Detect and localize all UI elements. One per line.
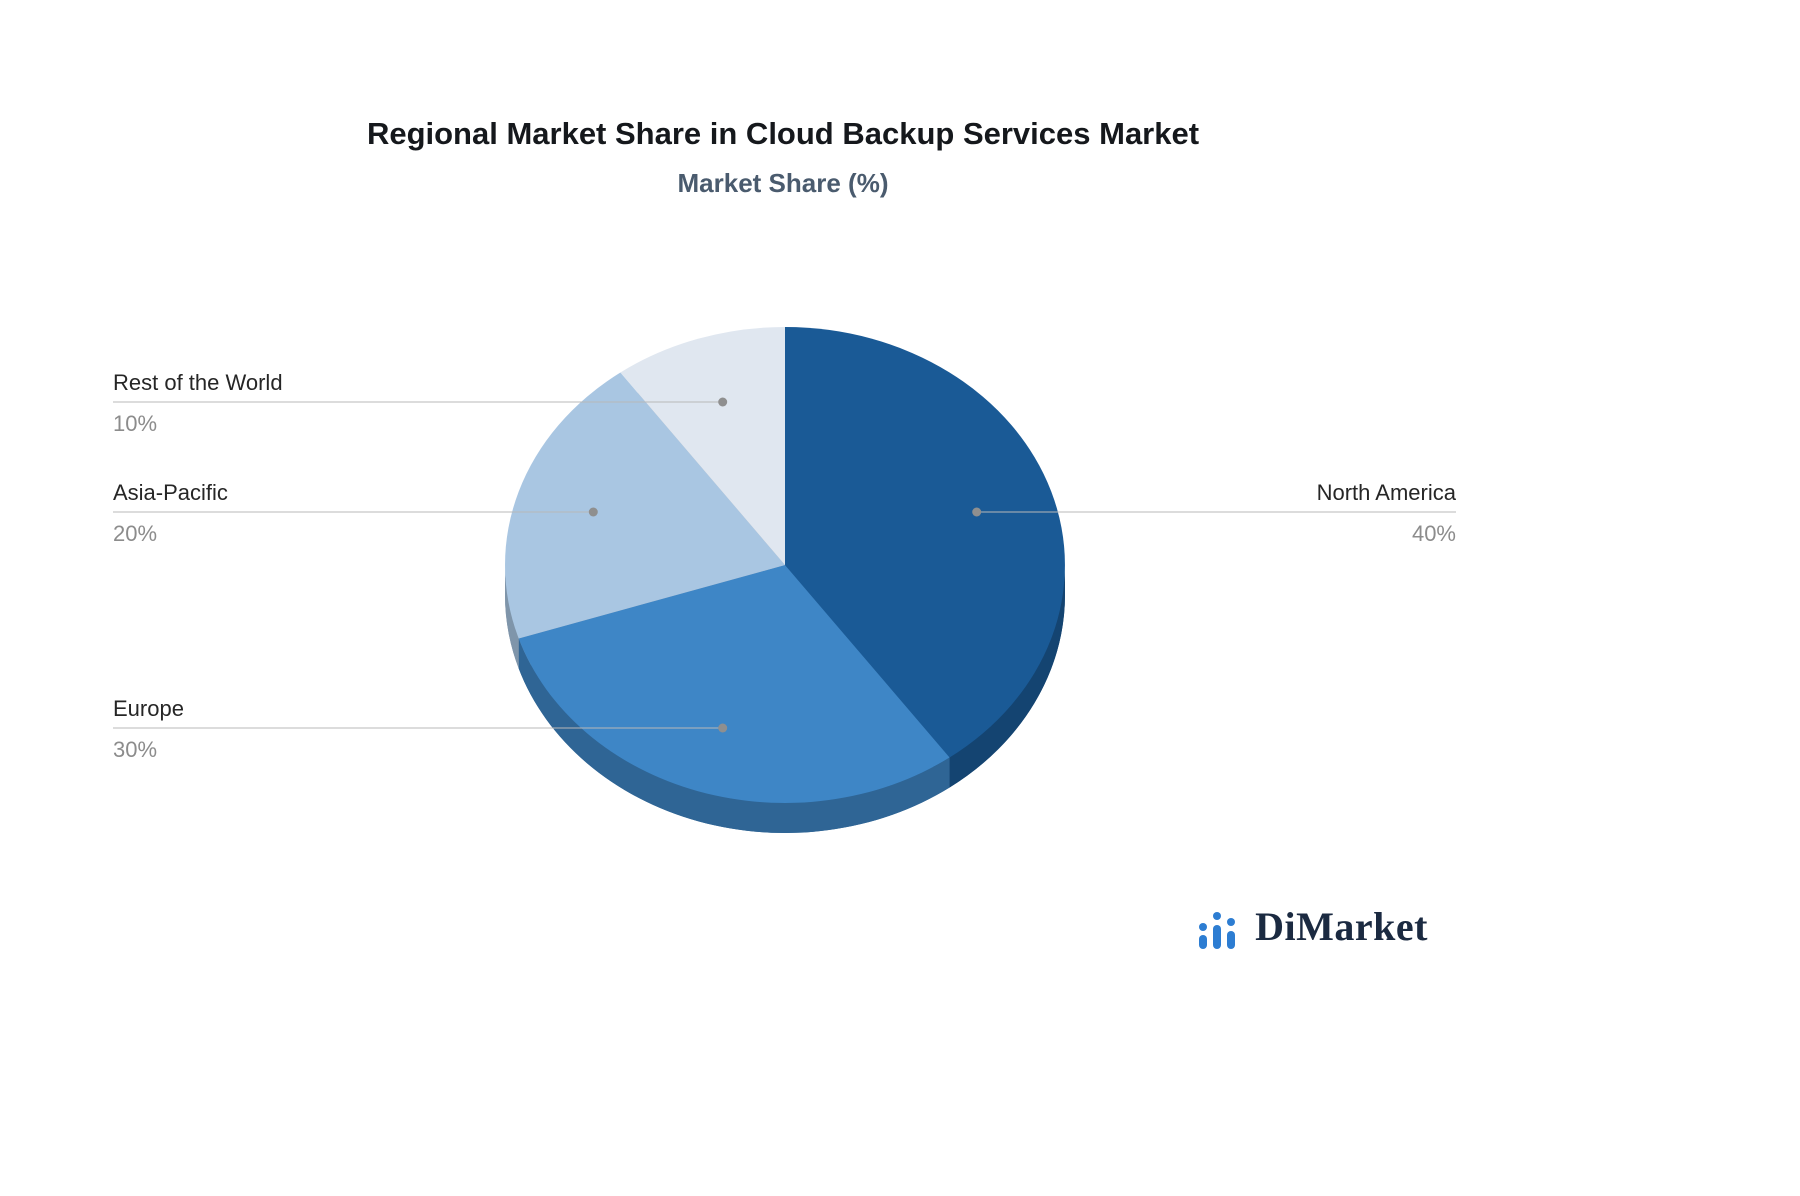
pie-slice-wall [949,565,1065,788]
slice-label: Asia-Pacific [113,480,228,505]
leader-dot [972,507,982,517]
pie-slice-wall [505,565,519,669]
pie-slice-asia-pacific[interactable] [505,372,785,639]
slice-label: Europe [113,696,184,721]
chart-subtitle: Market Share (%) [677,168,889,198]
chart-title: Regional Market Share in Cloud Backup Se… [366,116,1200,151]
pie-slice-north-america[interactable] [785,327,1065,758]
brand-name: DiMarket [1255,904,1428,949]
slice-label: Rest of the World [113,370,283,395]
slice-value: 10% [113,411,157,436]
slice-value: 20% [113,521,157,546]
bar-chart-logo-icon [1199,911,1236,949]
slice-label: North America [1317,480,1457,505]
slice-value: 30% [113,737,157,762]
pie-slice-rest-of-the-world[interactable] [620,327,785,565]
pie-slice-europe[interactable] [518,565,950,803]
leader-dot [588,507,598,517]
pie-slice-wall [518,638,950,833]
leader-dot [718,397,728,407]
brand-logo: DiMarket [1197,903,1428,950]
slice-value: 40% [1412,521,1456,546]
leader-dot [718,723,728,733]
chart-header: Regional Market Share in Cloud Backup Se… [0,116,1566,199]
